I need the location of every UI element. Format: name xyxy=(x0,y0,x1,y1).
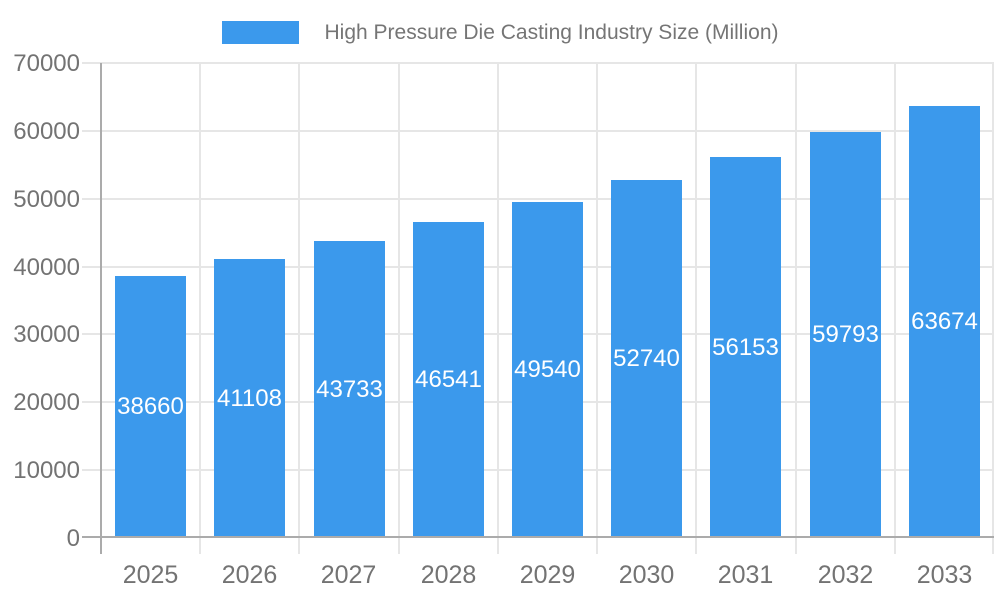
bar-value-label: 59793 xyxy=(812,321,879,348)
x-tick-label: 2030 xyxy=(618,561,675,589)
plot-area: 38660 41108 43733 46541 49540 52740 56153 59793… xyxy=(82,62,994,554)
y-tick-label: 40000 xyxy=(13,253,80,281)
bar-value-label: 41108 xyxy=(217,384,282,412)
bar: 41108 xyxy=(214,259,285,538)
bar-value-label: 52740 xyxy=(613,345,680,372)
x-axis-labels: 2025 2026 2027 2028 2029 2030 2031 2032 2033 xyxy=(101,560,994,592)
v-gridline xyxy=(695,63,697,554)
x-tick-label: 2028 xyxy=(420,561,477,589)
h-gridline xyxy=(82,129,994,132)
y-axis-labels: 0 10000 20000 30000 40000 50000 60000 70000 xyxy=(0,50,80,552)
bar: 56153 xyxy=(710,157,781,538)
x-tick-label: 2032 xyxy=(817,561,874,589)
x-tick-label: 2027 xyxy=(320,561,377,589)
y-tick-label: 60000 xyxy=(13,117,80,145)
bar-value-label: 56153 xyxy=(712,333,779,361)
y-tick-label: 50000 xyxy=(13,185,80,213)
bar-value-label: 63674 xyxy=(911,308,978,335)
bar: 63674 xyxy=(909,106,980,538)
v-gridline xyxy=(596,63,598,554)
x-tick-label: 2033 xyxy=(916,561,973,589)
bar: 49540 xyxy=(512,202,583,538)
legend-label: High Pressure Die Casting Industry Size … xyxy=(324,21,779,44)
x-tick-label: 2025 xyxy=(122,561,179,589)
bar: 43733 xyxy=(314,241,385,538)
v-gridline xyxy=(199,63,201,554)
y-tick-label: 0 xyxy=(66,525,80,552)
v-gridline xyxy=(398,63,400,554)
bar: 46541 xyxy=(413,222,484,538)
y-tick-label: 10000 xyxy=(13,457,80,485)
legend: High Pressure Die Casting Industry Size … xyxy=(0,21,1000,44)
v-gridline xyxy=(894,63,896,554)
bar-value-label: 38660 xyxy=(117,393,184,420)
bar-value-label: 43733 xyxy=(316,375,383,403)
bar: 52740 xyxy=(611,180,682,538)
legend-swatch xyxy=(221,21,299,44)
h-gridline xyxy=(82,62,994,64)
bar-value-label: 46541 xyxy=(415,366,482,393)
h-gridline xyxy=(82,197,994,200)
y-tick-label: 70000 xyxy=(13,50,80,77)
legend-item[interactable]: High Pressure Die Casting Industry Size … xyxy=(221,21,779,44)
y-tick-label: 20000 xyxy=(13,389,80,417)
v-gridline xyxy=(497,63,499,554)
v-gridline xyxy=(298,63,300,554)
x-tick-label: 2031 xyxy=(717,561,774,589)
y-axis-line xyxy=(100,63,102,554)
v-gridline xyxy=(795,63,797,554)
x-axis-line xyxy=(82,536,994,538)
x-tick-label: 2026 xyxy=(221,561,278,589)
x-tick-label: 2029 xyxy=(519,561,576,589)
bar: 59793 xyxy=(810,132,881,538)
v-gridline xyxy=(992,63,994,554)
y-tick-label: 30000 xyxy=(13,321,80,349)
bar-value-label: 49540 xyxy=(514,356,581,383)
bar: 38660 xyxy=(115,276,186,538)
